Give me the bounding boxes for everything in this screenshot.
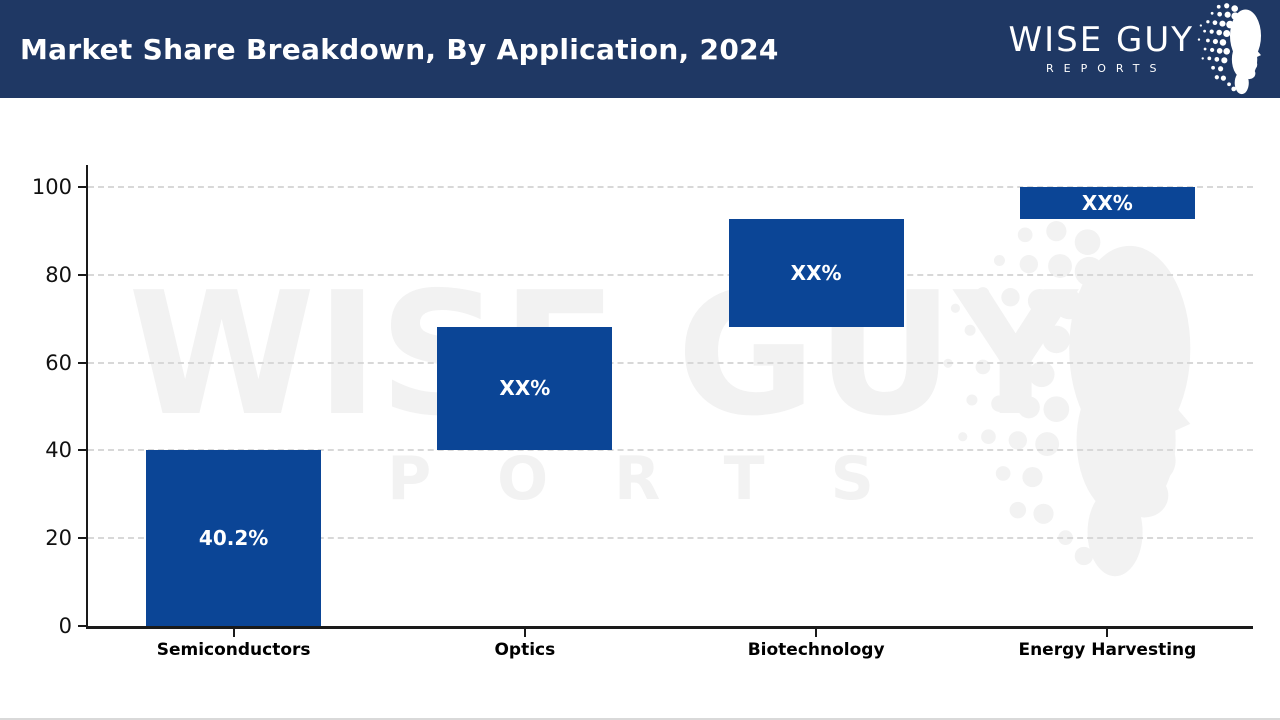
bar-label: XX% (790, 261, 842, 286)
header: Market Share Breakdown, By Application, … (0, 0, 1280, 98)
y-tick-label: 100 (31, 175, 72, 199)
y-tick-mark (78, 361, 88, 364)
bar: XX% (728, 219, 904, 327)
gridline (88, 449, 1253, 452)
x-axis-label: Optics (494, 640, 556, 660)
x-axis-label: Biotechnology (747, 640, 885, 660)
bar-label: 40.2% (198, 525, 269, 550)
page-title: Market Share Breakdown, By Application, … (20, 32, 779, 66)
x-tick-mark (523, 629, 526, 637)
gridline (88, 361, 1253, 364)
x-axis-label: Energy Harvesting (1018, 640, 1197, 660)
y-tick-label: 40 (45, 438, 72, 463)
y-tick-mark (78, 186, 88, 188)
y-tick-label: 0 (58, 614, 72, 638)
bar-label: XX% (499, 376, 551, 401)
y-tick-label: 80 (45, 262, 72, 287)
y-tick-mark (78, 537, 88, 540)
logo-face-icon (1182, 2, 1262, 96)
x-tick-mark (1106, 629, 1109, 637)
y-tick-label: 20 (45, 526, 72, 551)
gridline (88, 537, 1253, 540)
y-tick-mark (78, 625, 88, 627)
x-axis-label: Semiconductors (156, 640, 311, 660)
y-tick-mark (78, 273, 88, 276)
x-axis-line (86, 626, 1253, 629)
bar: 40.2% (146, 449, 322, 626)
bar: XX% (1019, 187, 1195, 220)
y-tick-mark (78, 449, 88, 452)
x-tick-mark (232, 629, 235, 637)
watermark-face-icon (882, 213, 1194, 587)
logo-wordmark: WISE GUY (1008, 20, 1194, 61)
logo-subtitle: REPORTS (1046, 61, 1167, 75)
bar-label: XX% (1081, 191, 1133, 216)
bar: XX% (437, 326, 613, 450)
wiseguy-logo: WISE GUY REPORTS (1008, 2, 1262, 96)
gridline (88, 186, 1253, 188)
logo-text: WISE GUY REPORTS (1008, 20, 1194, 75)
x-tick-mark (815, 629, 818, 637)
y-tick-label: 60 (45, 350, 72, 375)
y-axis-line (86, 165, 88, 629)
gridline (88, 273, 1253, 276)
